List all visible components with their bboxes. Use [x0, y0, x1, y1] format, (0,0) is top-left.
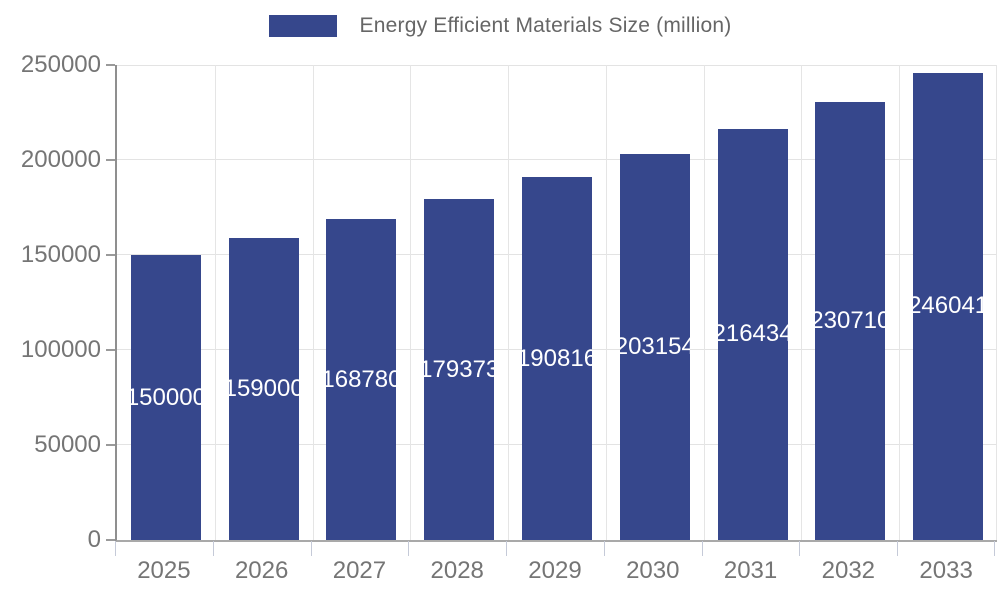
legend-item[interactable]: Energy Efficient Materials Size (million…: [0, 14, 1000, 38]
bar-value-label: 230710: [815, 306, 886, 334]
x-tick-label: 2028: [430, 557, 484, 584]
bar: 150000: [130, 255, 201, 540]
x-tick-mark: [310, 541, 312, 556]
x-tick-mark: [506, 541, 508, 556]
x-tick-label: 2030: [626, 557, 680, 584]
y-tick-mark: [106, 254, 115, 256]
x-grid-line: [899, 65, 901, 540]
x-tick-mark: [897, 541, 899, 556]
x-grid-line: [605, 65, 607, 540]
x-tick-mark: [115, 541, 116, 556]
bar: 246041: [913, 72, 984, 540]
x-grid-line: [214, 65, 216, 540]
x-tick-mark: [994, 541, 995, 556]
x-tick-mark: [701, 541, 703, 556]
x-tick-mark: [603, 541, 605, 556]
x-tick-label: 2032: [821, 557, 876, 584]
bar-value-label: 190816: [522, 344, 592, 372]
x-grid-line: [508, 65, 510, 540]
x-grid-line: [996, 65, 997, 540]
x-tick-label: 2029: [528, 557, 582, 584]
x-tick-mark: [799, 541, 801, 556]
bar-value-label: 246041: [913, 292, 984, 320]
bar: 203154: [619, 154, 690, 540]
bar: 168780: [326, 219, 397, 540]
x-tick-label: 2025: [137, 557, 191, 584]
x-tick-label: 2031: [723, 557, 778, 584]
x-grid-line: [703, 65, 705, 540]
y-tick-mark: [106, 64, 115, 66]
legend-swatch-icon: [268, 15, 337, 37]
y-grid-line: [117, 159, 997, 160]
bar: 230710: [815, 101, 886, 540]
y-tick-mark: [106, 159, 115, 161]
bar: 179373: [424, 199, 495, 540]
y-grid-line: [117, 65, 997, 66]
y-tick-label: 250000: [20, 51, 101, 78]
bar: 190816: [522, 177, 592, 540]
y-tick-mark: [106, 539, 115, 541]
x-grid-line: [312, 65, 314, 540]
x-tick-label: 2026: [234, 557, 289, 584]
x-tick-mark: [212, 541, 214, 556]
bar-value-label: 159000: [228, 374, 299, 402]
y-tick-label: 100000: [20, 336, 101, 363]
y-tick-mark: [106, 349, 115, 351]
y-tick-mark: [106, 444, 115, 446]
x-tick-mark: [408, 541, 410, 556]
bar: 216434: [717, 128, 788, 540]
x-tick-label: 2033: [919, 557, 973, 584]
legend-label: Energy Efficient Materials Size (million…: [359, 14, 732, 37]
y-tick-label: 0: [87, 526, 101, 553]
x-tick-label: 2027: [332, 557, 387, 584]
x-grid-line: [410, 65, 412, 540]
bar-value-label: 203154: [619, 333, 690, 360]
bar-value-label: 216434: [717, 320, 788, 348]
bar-value-label: 168780: [326, 365, 397, 393]
plot-area: 150000 159000 168780 179373 190816 203154 2164…: [115, 65, 997, 542]
x-grid-line: [801, 65, 803, 540]
bar-value-label: 150000: [130, 383, 201, 411]
bar-value-label: 179373: [424, 355, 495, 383]
y-tick-label: 150000: [20, 241, 101, 268]
bar: 159000: [228, 237, 299, 540]
y-tick-label: 200000: [20, 146, 101, 173]
y-tick-label: 50000: [34, 431, 101, 458]
